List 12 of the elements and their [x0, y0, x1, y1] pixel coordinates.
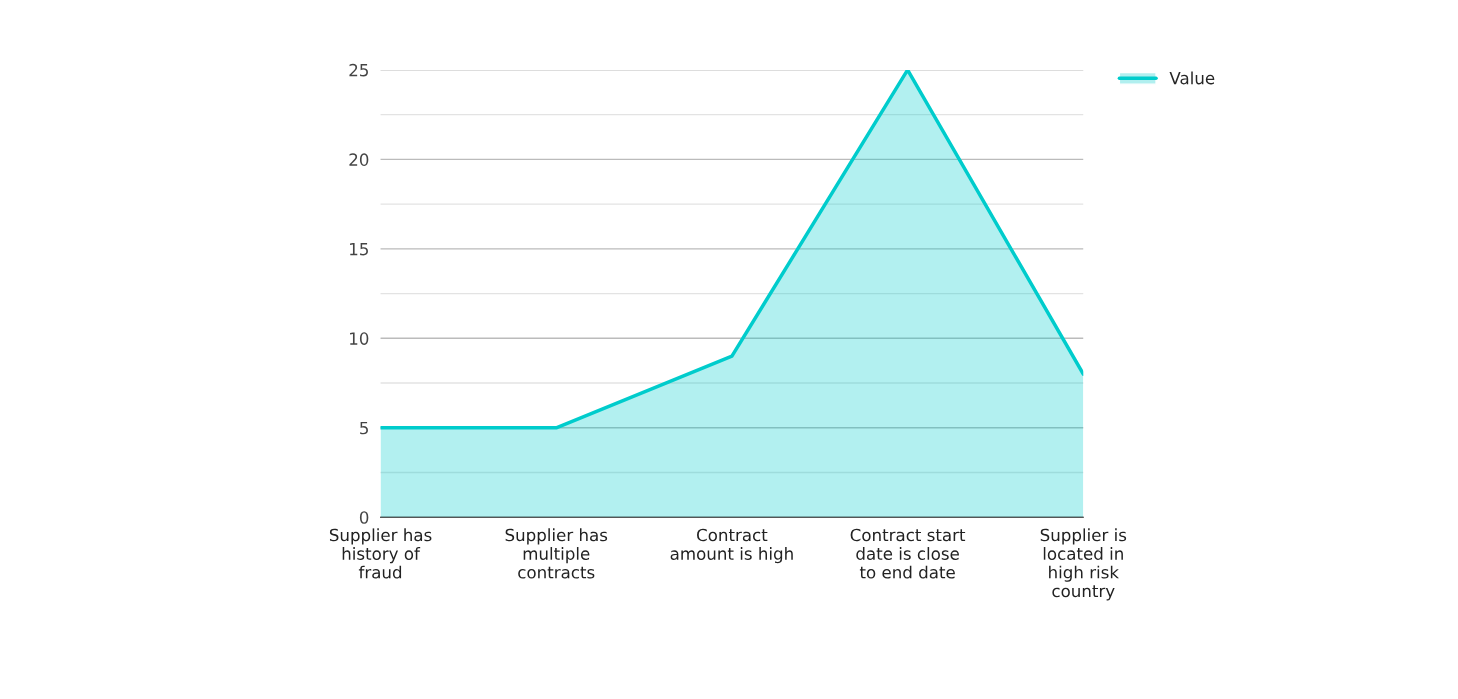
y-tick-label: 20: [349, 153, 369, 166]
y-tick-label: 0: [359, 511, 369, 524]
y-tick-label: 10: [350, 332, 369, 345]
legend-label: Value: [1169, 71, 1215, 85]
y-tick-label: 25: [349, 63, 368, 77]
x-tick-label: Contract amount is high: [670, 528, 793, 564]
x-tick-label: Supplier is located in high risk country: [1040, 528, 1127, 601]
y-tick-label: 5: [360, 421, 368, 435]
x-tick-label: Supplier has multiple contracts: [505, 528, 608, 579]
x-tick-label: Contract start date is close to end date: [850, 528, 966, 579]
y-tick-label: 15: [350, 243, 368, 256]
x-tick-label: Supplier has history of fraud: [329, 528, 432, 579]
